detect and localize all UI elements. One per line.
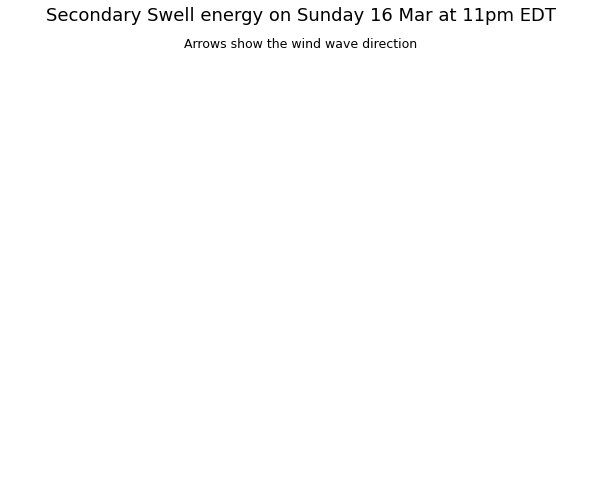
Text: cartopy required: cartopy required xyxy=(243,265,358,279)
Text: Secondary Swell energy on Sunday 16 Mar at 11pm EDT: Secondary Swell energy on Sunday 16 Mar … xyxy=(46,7,555,25)
Text: Arrows show the wind wave direction: Arrows show the wind wave direction xyxy=(184,39,417,51)
